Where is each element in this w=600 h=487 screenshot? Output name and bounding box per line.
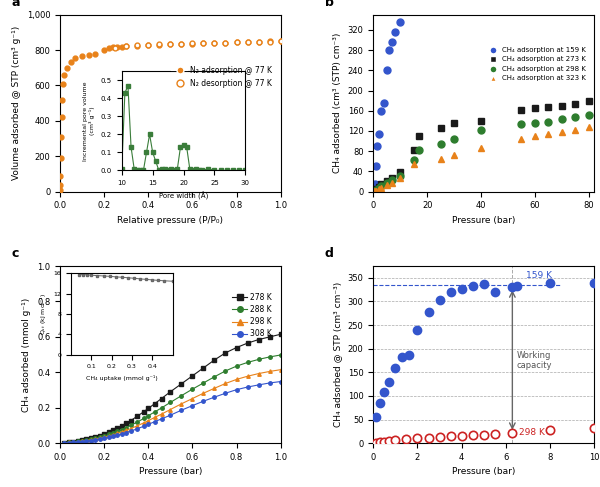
- Text: a: a: [11, 0, 20, 9]
- Text: c: c: [11, 247, 19, 260]
- X-axis label: Pressure (bar): Pressure (bar): [452, 468, 515, 476]
- Text: b: b: [325, 0, 334, 9]
- X-axis label: Pressure (bar): Pressure (bar): [452, 216, 515, 225]
- Legend: CH₄ adsorption at 159 K, CH₄ adsorption at 273 K, CH₄ adsorption at 298 K, CH₄ a: CH₄ adsorption at 159 K, CH₄ adsorption …: [483, 44, 589, 84]
- Y-axis label: CH₄ adsorbed @ STP (cm³ cm⁻³): CH₄ adsorbed @ STP (cm³ cm⁻³): [333, 282, 342, 427]
- Text: 298 K: 298 K: [519, 428, 545, 437]
- Y-axis label: Volume adsorbed @ STP (cm³ g⁻¹): Volume adsorbed @ STP (cm³ g⁻¹): [12, 26, 21, 180]
- Text: 159 K: 159 K: [526, 271, 552, 280]
- Text: d: d: [325, 247, 334, 260]
- Text: Working
capacity: Working capacity: [517, 351, 552, 370]
- X-axis label: Pressure (bar): Pressure (bar): [139, 468, 202, 476]
- Legend: 278 K, 288 K, 298 K, 308 K: 278 K, 288 K, 298 K, 308 K: [229, 290, 275, 341]
- Legend: N₂ adsorption @ 77 K, N₂ desorption @ 77 K: N₂ adsorption @ 77 K, N₂ desorption @ 77…: [169, 63, 275, 91]
- Y-axis label: CH₄ adsorbed (cm³ (STP) cm⁻³): CH₄ adsorbed (cm³ (STP) cm⁻³): [333, 33, 342, 173]
- Y-axis label: CH₄ adsorbed (mmol g⁻¹): CH₄ adsorbed (mmol g⁻¹): [22, 298, 31, 412]
- X-axis label: Relative pressure (P/P₀): Relative pressure (P/P₀): [118, 216, 223, 225]
